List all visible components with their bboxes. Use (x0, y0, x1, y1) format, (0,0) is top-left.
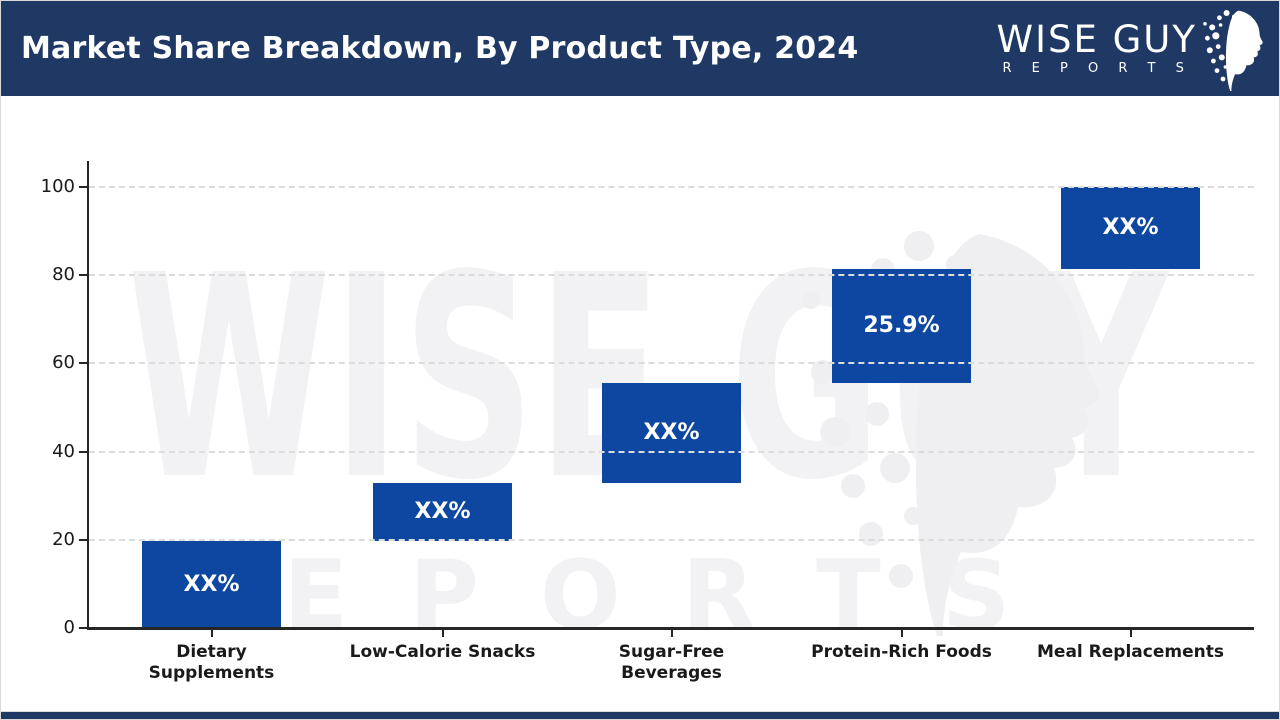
y-tick-label-80: 80 (52, 264, 75, 286)
bar-value-label-sugar-free-beverages: XX% (643, 420, 700, 446)
page-title: Market Share Breakdown, By Product Type,… (21, 31, 859, 66)
bar-sugar-free-beverages (602, 382, 741, 484)
bar-value-label-meal-replacements: XX% (1102, 214, 1159, 240)
bar-value-label-low-calorie-snacks: XX% (414, 499, 471, 525)
bottom-brand-strip (1, 711, 1279, 719)
y-tick-label-40: 40 (52, 440, 75, 462)
x-tick-meal-replacements (1129, 628, 1132, 637)
y-tick-100 (79, 186, 87, 188)
y-tick-40 (79, 450, 87, 453)
bar-dietary-supplements (142, 541, 281, 628)
y-axis-spine (87, 161, 89, 630)
x-axis-label-meal-replacements: Meal Replacements (1037, 642, 1224, 662)
bar-low-calorie-snacks (373, 483, 512, 542)
y-tick-label-100: 100 (40, 176, 75, 197)
y-tick-0 (79, 627, 87, 629)
x-axis-label-protein-rich-foods: Protein-Rich Foods (811, 642, 992, 662)
x-tick-low-calorie-snacks (441, 628, 444, 637)
header-banner: Market Share Breakdown, By Product Type,… (1, 1, 1279, 96)
y-tick-label-0: 0 (63, 617, 75, 638)
y-tick-label-20: 20 (52, 528, 75, 550)
x-tick-sugar-free-beverages (670, 628, 673, 637)
x-axis-label-sugar-free-beverages: Sugar-Free Beverages (618, 642, 725, 683)
y-tick-80 (79, 274, 87, 277)
x-tick-dietary-supplements (210, 628, 213, 637)
bar-value-label-dietary-supplements: XX% (183, 571, 240, 597)
y-tick-label-60: 60 (52, 352, 75, 374)
logo-wordmark: WISE GUY (996, 18, 1197, 61)
x-axis-label-low-calorie-snacks: Low-Calorie Snacks (349, 642, 536, 662)
wiseguy-logo: WISE GUY R E P O R T S (997, 5, 1271, 93)
x-tick-protein-rich-foods (900, 628, 903, 637)
logo-face-profile-icon (1203, 10, 1263, 91)
y-tick-20 (79, 538, 87, 541)
logo-reports-text: R E P O R T S (1002, 61, 1192, 76)
x-axis-label-dietary-supplements: Dietary Supplements (148, 642, 275, 683)
y-tick-60 (79, 362, 87, 365)
